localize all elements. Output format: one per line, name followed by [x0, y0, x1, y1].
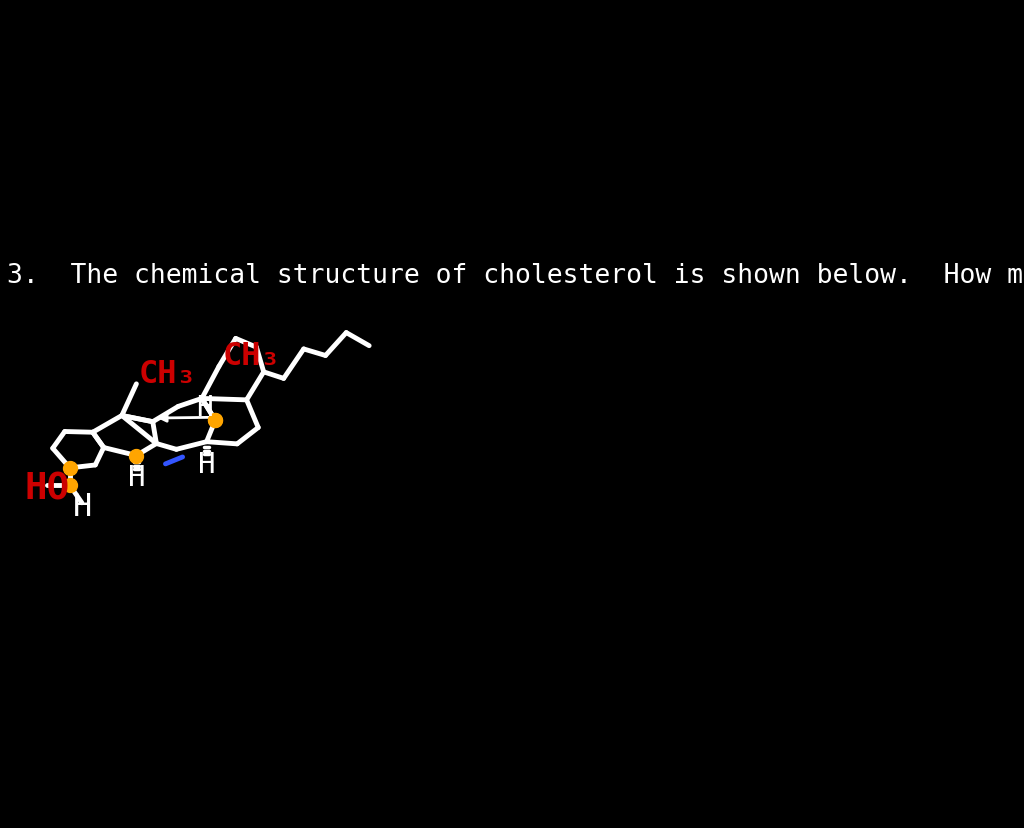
Text: 3.  The chemical structure of cholesterol is shown below.  How many stereoisomer: 3. The chemical structure of cholesterol…: [6, 263, 1024, 289]
Point: [207, 414, 223, 427]
Text: HO: HO: [25, 470, 70, 507]
Point: [61, 479, 78, 493]
Point: [207, 414, 223, 427]
Text: CH₃: CH₃: [222, 340, 281, 372]
Text: CH₃: CH₃: [138, 359, 196, 390]
Point: [128, 450, 144, 463]
Text: H: H: [196, 394, 213, 422]
Text: H: H: [198, 450, 215, 478]
Text: H: H: [74, 491, 92, 522]
Point: [61, 462, 78, 475]
Text: H: H: [128, 464, 145, 492]
